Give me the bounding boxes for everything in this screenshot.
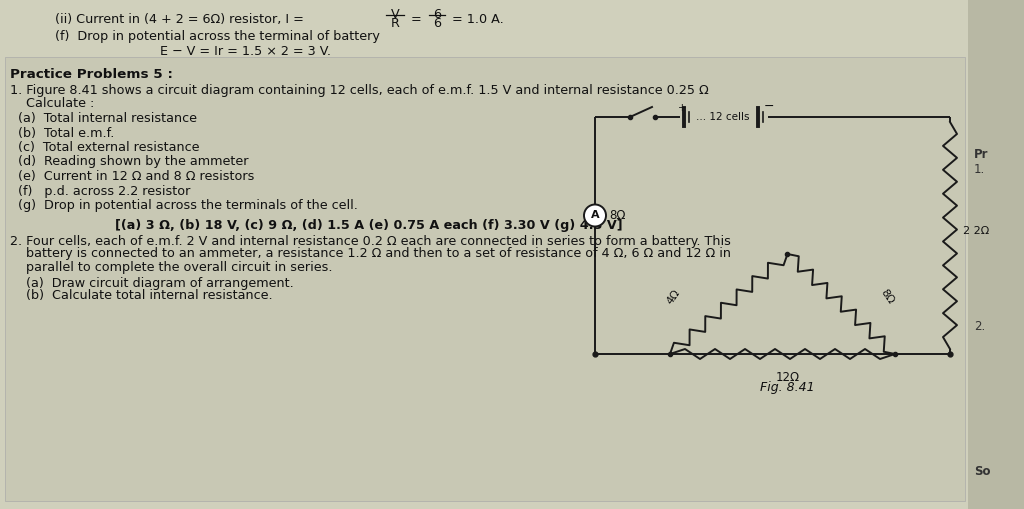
Text: −: − — [764, 100, 774, 113]
Text: 4Ω: 4Ω — [665, 287, 682, 306]
Text: So: So — [974, 464, 990, 477]
Text: =: = — [407, 13, 426, 26]
Text: (b)  Calculate total internal resistance.: (b) Calculate total internal resistance. — [10, 289, 272, 302]
Text: +: + — [678, 103, 686, 113]
Text: 2.: 2. — [974, 319, 985, 332]
Text: Calculate :: Calculate : — [10, 97, 94, 110]
Text: (g)  Drop in potential across the terminals of the cell.: (g) Drop in potential across the termina… — [18, 199, 357, 212]
Text: ... 12 cells: ... 12 cells — [696, 112, 750, 122]
Text: (ii) Current in (4 + 2 = 6Ω) resistor, I =: (ii) Current in (4 + 2 = 6Ω) resistor, I… — [55, 13, 308, 26]
Polygon shape — [5, 58, 965, 501]
Text: 1.: 1. — [974, 163, 985, 176]
Text: Fig. 8.41: Fig. 8.41 — [760, 380, 815, 393]
Text: parallel to complete the overall circuit in series.: parallel to complete the overall circuit… — [10, 260, 333, 273]
Text: 8Ω: 8Ω — [609, 209, 626, 221]
Text: Pr: Pr — [974, 148, 988, 161]
Text: 6: 6 — [433, 8, 441, 21]
Text: (f)  Drop in potential across the terminal of battery: (f) Drop in potential across the termina… — [55, 30, 380, 43]
Text: (a)  Draw circuit diagram of arrangement.: (a) Draw circuit diagram of arrangement. — [10, 276, 294, 289]
Text: (a)  Total internal resistance: (a) Total internal resistance — [18, 112, 197, 125]
Text: A: A — [591, 210, 599, 220]
Text: E − V = Ir = 1.5 × 2 = 3 V.: E − V = Ir = 1.5 × 2 = 3 V. — [160, 45, 331, 58]
Text: 6: 6 — [433, 17, 441, 30]
Text: battery is connected to an ammeter, a resistance 1.2 Ω and then to a set of resi: battery is connected to an ammeter, a re… — [10, 247, 731, 260]
Text: (e)  Current in 12 Ω and 8 Ω resistors: (e) Current in 12 Ω and 8 Ω resistors — [18, 169, 254, 183]
Text: 2. Four cells, each of e.m.f. 2 V and internal resistance 0.2 Ω each are connect: 2. Four cells, each of e.m.f. 2 V and in… — [10, 234, 731, 247]
Text: (f)   p.d. across 2.2 resistor: (f) p.d. across 2.2 resistor — [18, 184, 190, 197]
Text: (c)  Total external resistance: (c) Total external resistance — [18, 140, 200, 154]
Text: 1. Figure 8.41 shows a circuit diagram containing 12 cells, each of e.m.f. 1.5 V: 1. Figure 8.41 shows a circuit diagram c… — [10, 84, 709, 97]
Text: R: R — [390, 17, 399, 30]
Text: (b)  Total e.m.f.: (b) Total e.m.f. — [18, 126, 115, 139]
Text: 2 2Ω: 2 2Ω — [963, 226, 989, 236]
Text: (d)  Reading shown by the ammeter: (d) Reading shown by the ammeter — [18, 155, 249, 168]
Text: [(a) 3 Ω, (b) 18 V, (c) 9 Ω, (d) 1.5 A (e) 0.75 A each (f) 3.30 V (g) 4.5 V]: [(a) 3 Ω, (b) 18 V, (c) 9 Ω, (d) 1.5 A (… — [115, 218, 623, 231]
Text: V: V — [390, 8, 399, 21]
Polygon shape — [968, 0, 1024, 509]
Text: Practice Problems 5 :: Practice Problems 5 : — [10, 68, 173, 81]
Text: = 1.0 A.: = 1.0 A. — [449, 13, 504, 26]
Text: 12Ω: 12Ω — [775, 370, 800, 383]
Circle shape — [584, 205, 606, 227]
Text: 8Ω: 8Ω — [879, 287, 896, 306]
